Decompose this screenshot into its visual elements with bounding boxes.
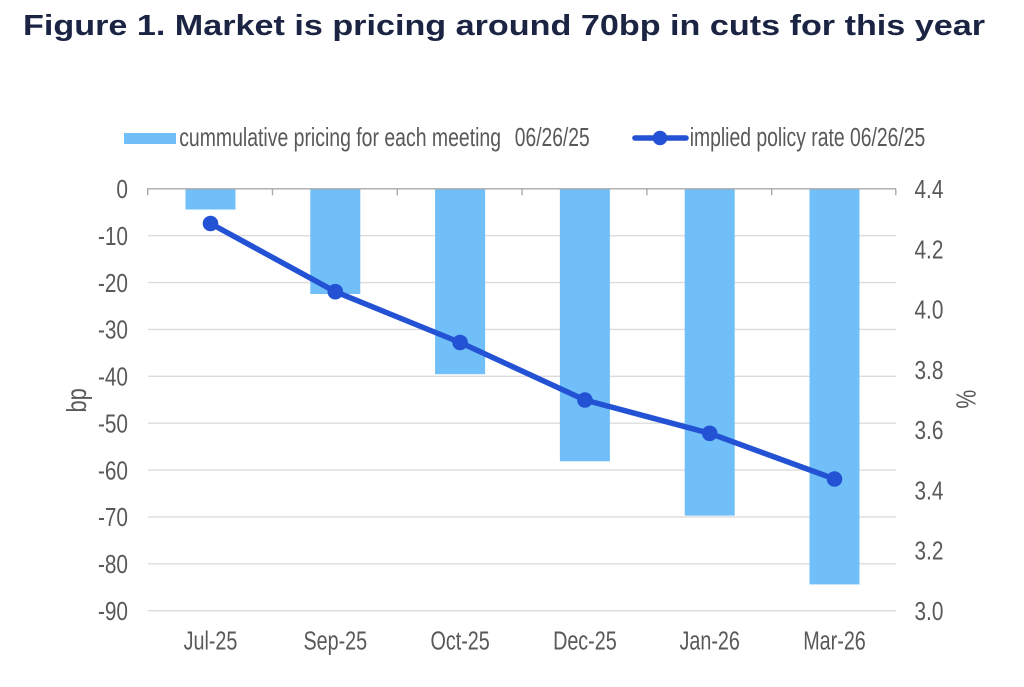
svg-text:%: % bbox=[951, 390, 983, 409]
svg-text:-60: -60 bbox=[98, 456, 128, 485]
svg-text:-20: -20 bbox=[98, 269, 128, 298]
svg-text:cummulative pricing for each m: cummulative pricing for each meeting bbox=[179, 122, 501, 151]
svg-text:implied policy rate 06/26/25: implied policy rate 06/26/25 bbox=[690, 122, 926, 151]
svg-text:4.4: 4.4 bbox=[915, 175, 944, 204]
svg-text:-40: -40 bbox=[98, 362, 128, 391]
svg-text:Jul-25: Jul-25 bbox=[184, 626, 238, 655]
svg-text:-70: -70 bbox=[98, 503, 128, 532]
svg-text:Oct-25: Oct-25 bbox=[430, 626, 489, 655]
svg-text:-50: -50 bbox=[98, 409, 128, 438]
svg-text:3.0: 3.0 bbox=[915, 597, 944, 626]
svg-text:Mar-26: Mar-26 bbox=[803, 626, 866, 655]
svg-text:Sep-25: Sep-25 bbox=[303, 626, 367, 655]
svg-text:Dec-25: Dec-25 bbox=[553, 626, 617, 655]
svg-text:0: 0 bbox=[116, 175, 128, 204]
svg-text:3.8: 3.8 bbox=[915, 356, 944, 385]
svg-text:3.4: 3.4 bbox=[915, 476, 944, 505]
svg-text:4.2: 4.2 bbox=[915, 235, 944, 264]
svg-text:3.6: 3.6 bbox=[915, 416, 944, 445]
svg-text:4.0: 4.0 bbox=[915, 295, 944, 324]
svg-text:Jan-26: Jan-26 bbox=[680, 626, 740, 655]
svg-text:bp: bp bbox=[62, 388, 93, 412]
svg-text:-80: -80 bbox=[98, 550, 128, 579]
svg-text:3.2: 3.2 bbox=[915, 537, 944, 566]
svg-text:-30: -30 bbox=[98, 316, 128, 345]
svg-text:06/26/25: 06/26/25 bbox=[515, 122, 590, 152]
svg-text:-90: -90 bbox=[98, 597, 128, 626]
svg-text:-10: -10 bbox=[98, 222, 128, 251]
